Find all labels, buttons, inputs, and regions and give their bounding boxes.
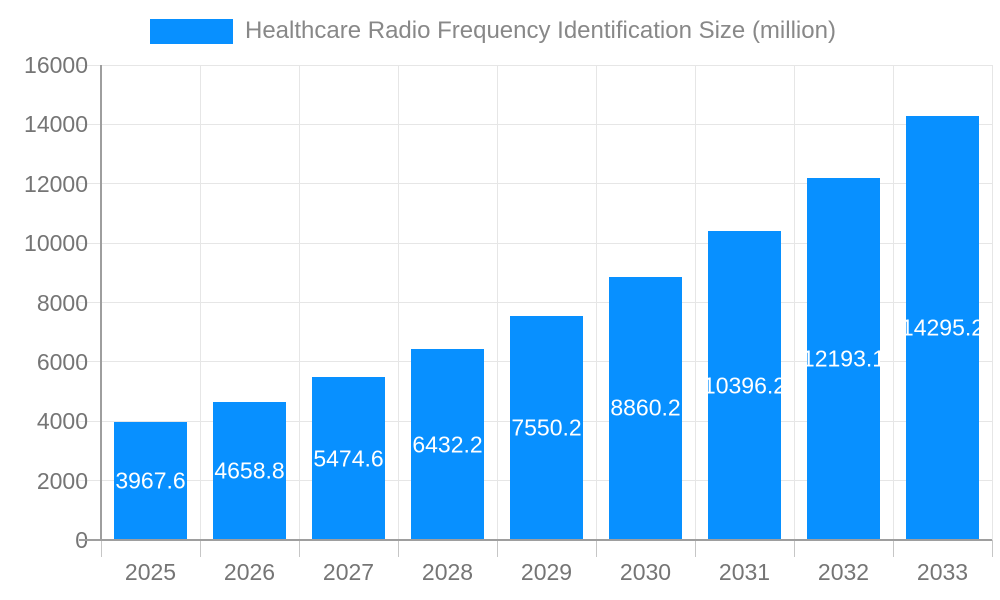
x-axis-tick [893, 540, 894, 557]
bar-value-label: 12193.1 [807, 345, 880, 372]
x-axis-tick [398, 540, 399, 557]
y-tick-label: 14000 [24, 111, 88, 138]
y-tick-label: 2000 [36, 467, 88, 494]
bar: 7550.2 [510, 315, 583, 540]
y-tick-label: 6000 [36, 348, 88, 375]
category-gridline [893, 65, 894, 540]
bar: 6432.2 [411, 349, 484, 540]
y-tick-label: 4000 [36, 408, 88, 435]
category-gridline [200, 65, 201, 540]
x-tick-label: 2033 [916, 559, 969, 585]
category-gridline [695, 65, 696, 540]
y-gridline [79, 242, 992, 244]
y-gridline [79, 302, 992, 303]
legend-label: Healthcare Radio Frequency Identificatio… [245, 17, 836, 44]
bar: 8860.2 [609, 276, 682, 540]
x-tick-label: 2032 [817, 559, 870, 585]
bar-value-label: 5474.6 [313, 445, 384, 472]
y-tick-label: 8000 [36, 289, 88, 316]
x-axis-tick [992, 540, 993, 557]
category-gridline [992, 65, 993, 540]
x-axis-tick [299, 540, 300, 557]
y-tick-label: 16000 [24, 52, 88, 78]
bar: 3967.6 [114, 422, 187, 540]
x-tick-label: 2027 [322, 559, 375, 585]
x-axis-line [79, 539, 992, 541]
bar-value-label: 14295.2 [906, 314, 979, 341]
bar-value-label: 10396.2 [708, 372, 781, 399]
bar: 14295.2 [906, 115, 979, 540]
x-axis-tick [695, 540, 696, 557]
bar-value-label: 6432.2 [412, 431, 483, 457]
category-gridline [497, 65, 498, 540]
bar: 4658.8 [213, 401, 286, 540]
x-axis-tick [101, 540, 102, 557]
y-tick-label: 0 [0, 529, 88, 552]
category-gridline [299, 65, 300, 540]
x-axis-tick [596, 540, 597, 557]
x-tick-label: 2028 [421, 559, 474, 585]
y-tick-label: 10000 [24, 230, 88, 257]
bar: 12193.1 [807, 178, 880, 540]
x-axis-tick [794, 540, 795, 557]
y-axis-line [100, 65, 102, 540]
category-gridline [596, 65, 597, 540]
bar: 10396.2 [708, 231, 781, 540]
x-tick-label: 2031 [718, 559, 771, 585]
x-tick-label: 2025 [124, 559, 177, 585]
y-gridline [79, 123, 992, 125]
x-tick-label: 2029 [520, 559, 573, 585]
bar-value-label: 8860.2 [610, 394, 681, 421]
legend-swatch [150, 19, 233, 44]
category-gridline [794, 65, 795, 540]
bar-value-label: 7550.2 [511, 414, 582, 441]
y-gridline [79, 183, 992, 185]
y-tick-label: 12000 [24, 170, 88, 197]
bar-value-label: 4658.8 [214, 457, 285, 484]
x-tick-label: 2026 [223, 559, 276, 585]
category-gridline [398, 65, 399, 540]
y-gridline [79, 64, 992, 66]
x-axis-tick [497, 540, 498, 557]
x-axis-tick [200, 540, 201, 557]
x-tick-label: 2030 [619, 559, 672, 585]
bar: 5474.6 [312, 377, 385, 540]
bar-value-label: 3967.6 [115, 467, 186, 494]
